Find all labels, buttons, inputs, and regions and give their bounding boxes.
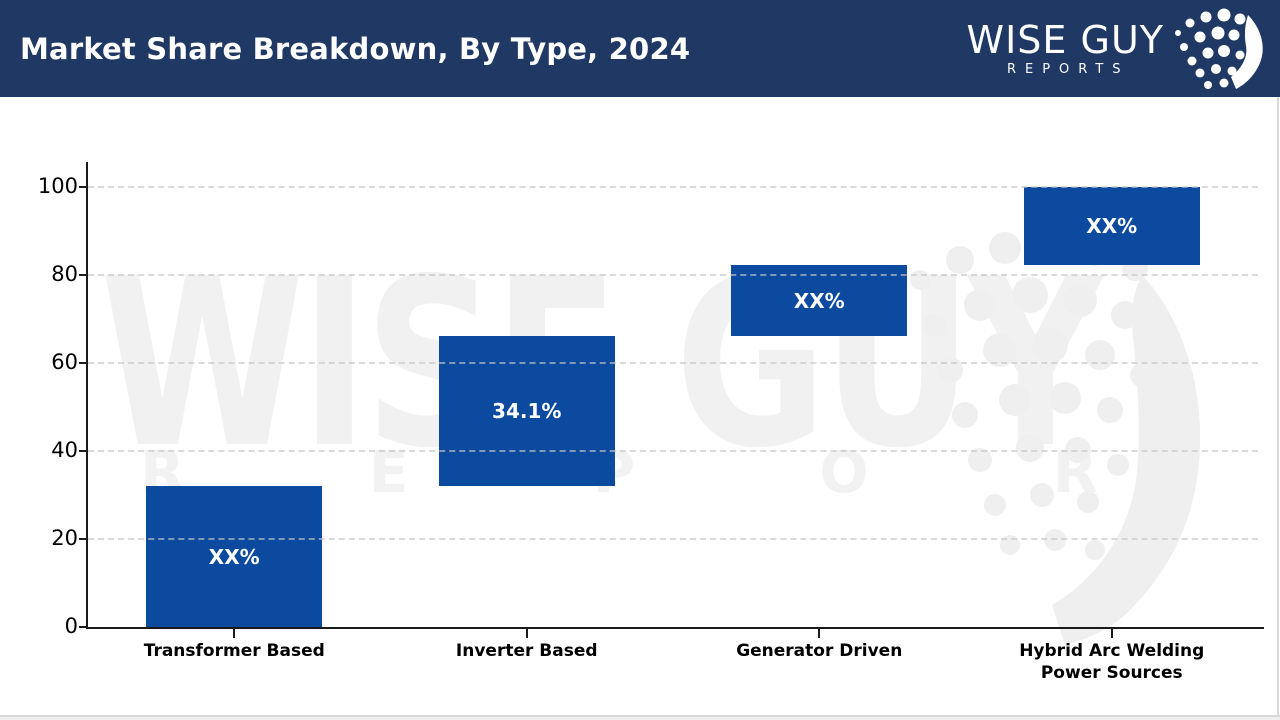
x-category-label-hybrid-arc-welding-power-sources: Hybrid Arc Welding Power Sources bbox=[1019, 641, 1205, 684]
y-tick-label-20: 20 bbox=[51, 526, 78, 550]
y-gridline-40 bbox=[88, 450, 1258, 452]
bar-value-label-transformer-based: XX% bbox=[208, 544, 260, 569]
y-tick-60 bbox=[79, 362, 88, 364]
y-gridline-80 bbox=[88, 274, 1258, 276]
y-axis-line bbox=[86, 162, 88, 629]
brand-subname: REPORTS bbox=[1006, 61, 1130, 77]
x-category-label-generator-driven: Generator Driven bbox=[736, 641, 903, 661]
bar-value-label-generator-driven: XX% bbox=[793, 288, 845, 313]
y-tick-0 bbox=[79, 626, 88, 628]
y-gridline-60 bbox=[88, 362, 1258, 364]
y-tick-label-100: 100 bbox=[37, 174, 78, 198]
bar-transformer-based bbox=[146, 486, 323, 627]
y-tick-20 bbox=[79, 538, 88, 540]
x-tick-inverter-based bbox=[525, 629, 528, 638]
x-category-label-transformer-based: Transformer Based bbox=[143, 641, 325, 661]
bar-generator-driven bbox=[731, 264, 908, 337]
brand-logo-text: WISE GUY REPORTS bbox=[967, 21, 1164, 77]
y-tick-label-0: 0 bbox=[64, 614, 78, 638]
y-tick-80 bbox=[79, 274, 88, 276]
bottom-border-shade bbox=[0, 717, 1280, 720]
page-title: Market Share Breakdown, By Type, 2024 bbox=[20, 31, 691, 66]
brand-logo: WISE GUY REPORTS bbox=[967, 5, 1280, 93]
bar-inverter-based bbox=[438, 336, 615, 487]
x-tick-transformer-based bbox=[233, 629, 236, 638]
bar-value-label-inverter-based: 34.1% bbox=[492, 399, 562, 424]
logo-head-dots-icon bbox=[1175, 8, 1263, 89]
x-tick-generator-driven bbox=[818, 629, 821, 638]
brand-name: WISE GUY bbox=[966, 17, 1164, 62]
header-bar: Market Share Breakdown, By Type, 2024 WI… bbox=[0, 0, 1280, 97]
bar-value-label-hybrid-arc-welding-power-sources: XX% bbox=[1086, 213, 1138, 238]
x-axis-line bbox=[86, 627, 1264, 629]
y-gridline-100 bbox=[88, 186, 1258, 188]
y-tick-label-60: 60 bbox=[51, 350, 78, 374]
y-tick-100 bbox=[79, 186, 88, 188]
y-gridline-20 bbox=[88, 538, 1258, 540]
y-tick-label-80: 80 bbox=[51, 262, 78, 286]
y-tick-40 bbox=[79, 450, 88, 452]
right-border-line bbox=[1277, 97, 1279, 720]
bottom-border-line bbox=[0, 715, 1280, 717]
x-category-label-inverter-based: Inverter Based bbox=[455, 641, 598, 661]
x-tick-hybrid-arc-welding-power-sources bbox=[1110, 629, 1113, 638]
y-tick-label-40: 40 bbox=[51, 438, 78, 462]
